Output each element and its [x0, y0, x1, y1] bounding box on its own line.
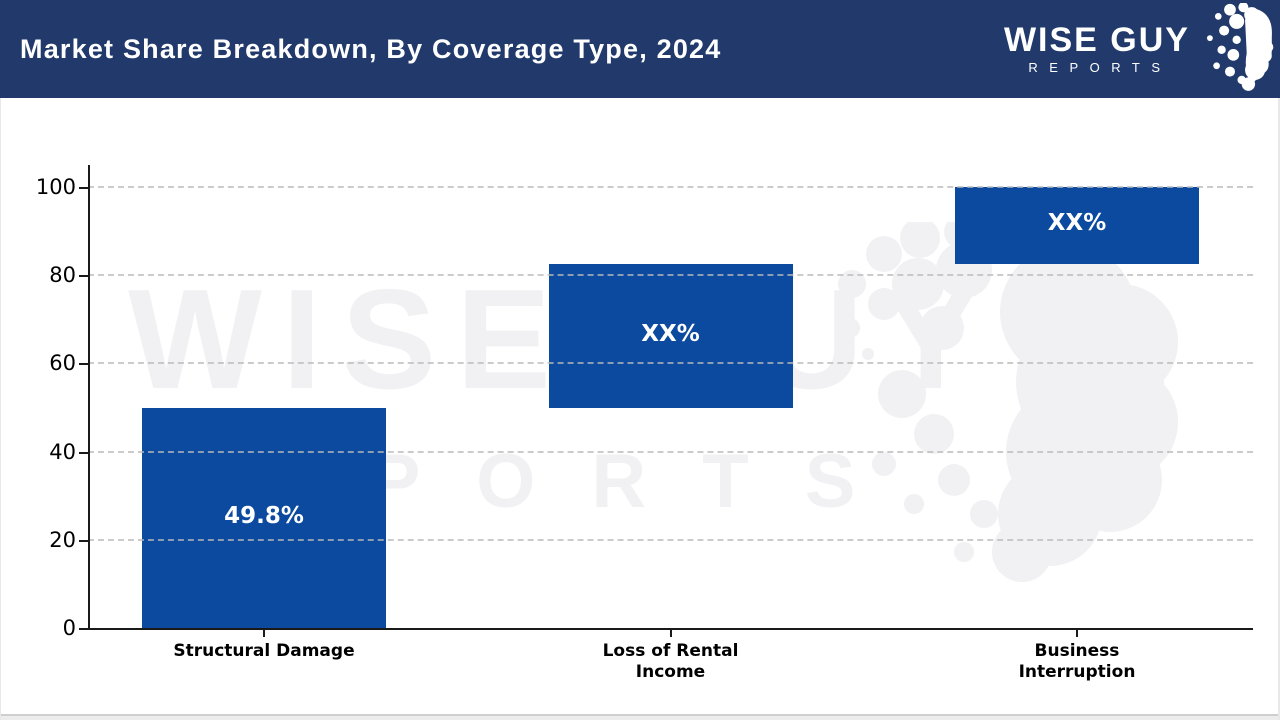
x-tick-label-line: Structural Damage: [173, 641, 355, 661]
y-tick-40: [79, 451, 88, 454]
x-tick-label-line: Loss of Rental: [602, 641, 739, 661]
left-edge-border: [0, 98, 1, 720]
x-tick-label-1: Structural Damage: [114, 641, 414, 662]
right-edge-border: [1278, 98, 1280, 720]
page-title: Market Share Breakdown, By Coverage Type…: [20, 33, 722, 64]
brand-logo-text: WISE GUY REPORTS: [1004, 23, 1190, 75]
brand-head-icon: [1206, 3, 1274, 91]
y-tick-label-0: 0: [62, 616, 76, 640]
y-tick-100: [79, 187, 88, 189]
x-axis: [88, 628, 1253, 630]
footer-strip: [0, 716, 1280, 720]
x-tick-label-2: Loss of Rental Income: [521, 641, 821, 683]
y-axis: [88, 165, 90, 630]
bar-3: [955, 187, 1199, 264]
header-band: Market Share Breakdown, By Coverage Type…: [0, 0, 1280, 98]
brand-logo-line2: REPORTS: [1028, 60, 1172, 75]
y-tick-0: [79, 628, 88, 630]
y-tick-label-80: 80: [49, 263, 76, 288]
x-tick-3: [1076, 630, 1078, 637]
y-tick-label-60: 60: [49, 351, 76, 376]
x-tick-2: [669, 630, 672, 637]
brand-logo-line1: WISE GUY: [1003, 21, 1190, 59]
x-tick-label-line: Business: [1034, 641, 1120, 661]
x-tick-1: [263, 630, 265, 637]
y-tick-20: [79, 539, 88, 542]
y-tick-label-100: 100: [35, 175, 76, 199]
bar-2: [548, 263, 793, 409]
x-tick-label-line: Income: [635, 662, 706, 682]
bar-label-1: 49.8%: [224, 503, 304, 530]
gridline-60: [88, 362, 1253, 365]
x-tick-label-line: Interruption: [1018, 662, 1136, 682]
gridline-80: [88, 274, 1253, 277]
gridline-40: [88, 450, 1253, 453]
bar-label-3: XX%: [1047, 210, 1107, 237]
y-tick-label-40: 40: [49, 439, 76, 464]
footer-divider: [0, 714, 1280, 716]
bar-label-2: XX%: [641, 321, 700, 348]
brand-logo: WISE GUY REPORTS: [1004, 0, 1278, 98]
y-tick-60: [79, 363, 88, 366]
y-tick-80: [79, 275, 88, 278]
gridline-20: [88, 538, 1253, 541]
gridline-100: [88, 186, 1253, 188]
x-tick-label-3: Business Interruption: [927, 641, 1227, 683]
y-tick-label-20: 20: [49, 527, 76, 552]
bar-1: [142, 408, 386, 628]
